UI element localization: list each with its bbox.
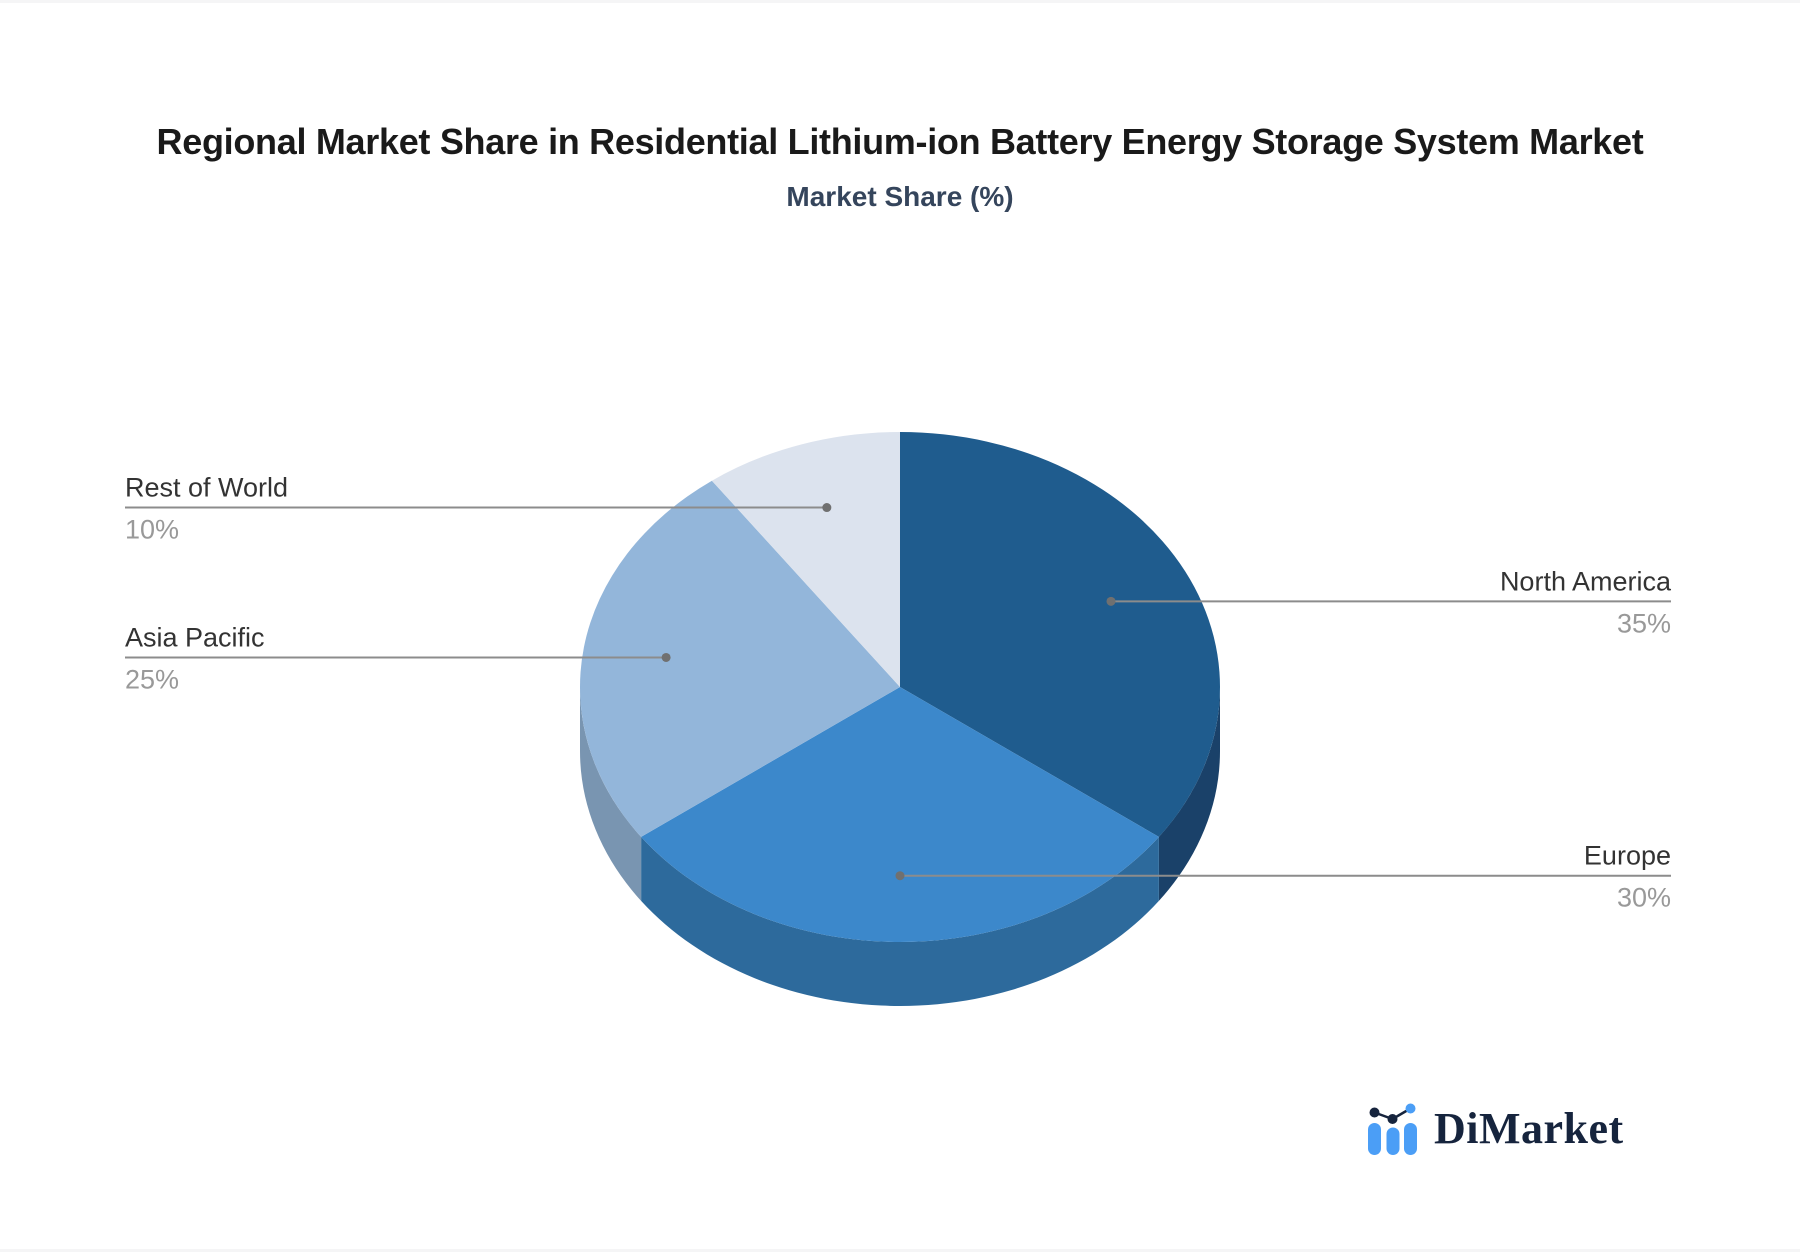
slice-percent-asia-pacific: 25%	[125, 664, 179, 694]
logo-dot-3	[1405, 1103, 1416, 1114]
dimarket-logo: DiMarket	[1362, 1096, 1624, 1156]
leader-dot-europe	[895, 871, 905, 881]
leader-dot-rest-of-world	[822, 503, 832, 513]
chart-title: Regional Market Share in Residential Lit…	[156, 121, 1644, 162]
pie-slice-side-europe[interactable]	[641, 836, 1159, 1007]
chart-subtitle: Market Share (%)	[786, 181, 1014, 212]
slice-percent-rest-of-world: 10%	[125, 515, 179, 545]
pie-slice-north-america[interactable]	[900, 432, 1221, 837]
leader-dot-north-america	[1106, 596, 1116, 606]
pie-slice-side-asia-pacific[interactable]	[580, 687, 642, 901]
page-bottom-edge	[0, 1249, 1800, 1252]
chart-header: Regional Market Share in Residential Lit…	[0, 114, 1800, 214]
logo-bar-3	[1404, 1123, 1417, 1155]
slice-label-north-america: North America	[1500, 566, 1672, 596]
pie-slice-rest-of-world[interactable]	[711, 432, 900, 687]
logo-bar-1	[1368, 1123, 1381, 1155]
dimarket-logo-icon	[1368, 1103, 1417, 1155]
slice-label-rest-of-world: Rest of World	[125, 473, 288, 503]
slice-percent-north-america: 35%	[1617, 608, 1671, 638]
dimarket-logo-text: DiMarket	[1434, 1104, 1624, 1153]
leader-dot-asia-pacific	[661, 652, 671, 662]
page-top-edge	[0, 0, 1800, 3]
slice-label-europe: Europe	[1584, 841, 1671, 871]
logo-dot-2	[1387, 1114, 1398, 1124]
pie-slice-side-north-america[interactable]	[1158, 687, 1220, 901]
logo-bar-2	[1386, 1127, 1400, 1155]
slice-percent-europe: 30%	[1617, 883, 1671, 913]
pie-slice-europe[interactable]	[641, 687, 1159, 943]
logo-dot-1	[1369, 1107, 1380, 1118]
slice-label-asia-pacific: Asia Pacific	[125, 622, 265, 652]
pie-slice-asia-pacific[interactable]	[580, 480, 900, 837]
